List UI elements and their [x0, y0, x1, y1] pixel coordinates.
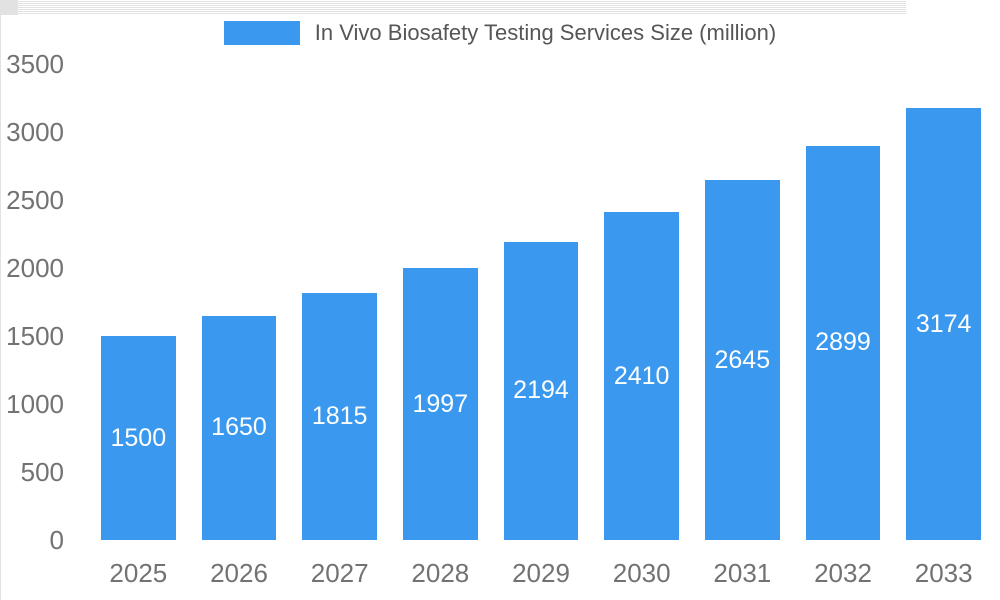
bar: 2899: [805, 145, 881, 540]
y-tick-label: 3000: [6, 117, 64, 147]
bar-value-label: 2194: [513, 376, 569, 405]
legend-label: In Vivo Biosafety Testing Services Size …: [314, 20, 777, 45]
y-tick: [0, 0, 18, 1]
y-tick-label: 2500: [6, 185, 64, 215]
x-tick-label: 2027: [310, 558, 369, 588]
y-tick-label: 3500: [6, 49, 64, 79]
x-tick-label: 2033: [914, 558, 973, 588]
x-tick-label: 2025: [109, 558, 168, 588]
y-tick: [0, 8, 18, 9]
x-gridline: [0, 29, 1, 505]
bar-value-label: 1500: [110, 423, 167, 452]
bar: 1815: [302, 293, 377, 540]
bar-value-label: 3174: [915, 309, 972, 338]
bar-value-label: 2899: [815, 328, 871, 357]
y-gridline: [0, 3, 906, 4]
bar: 2645: [705, 180, 780, 540]
bar-value-label: 1650: [211, 413, 267, 442]
y-tick: [0, 10, 18, 11]
legend: In Vivo Biosafety Testing Services Size …: [0, 19, 1000, 47]
bar-value-label: 1997: [412, 389, 469, 418]
y-tick-label: 1000: [6, 389, 64, 419]
y-gridline: [0, 5, 906, 6]
y-tick-label: 2000: [6, 253, 64, 283]
x-tick-label: 2030: [612, 558, 671, 588]
y-tick: [0, 2, 18, 3]
y-tick-label: 500: [20, 457, 64, 487]
bar: 2194: [503, 241, 579, 540]
y-tick: [0, 6, 18, 7]
y-tick: [0, 4, 18, 5]
x-tick-label: 2029: [512, 558, 570, 588]
y-gridline: [0, 1, 906, 2]
legend-swatch: [223, 21, 300, 45]
y-gridline: [0, 7, 906, 8]
y-tick-label: 1500: [6, 321, 64, 351]
bar: 2410: [604, 212, 679, 540]
bar: 1500: [101, 336, 176, 540]
x-gridline: [0, 519, 1, 600]
x-tick-label: 2031: [713, 558, 772, 588]
bar: 1997: [403, 268, 478, 540]
y-gridline: [0, 11, 906, 12]
y-tick: [0, 12, 18, 13]
y-gridline: [0, 9, 906, 10]
bar-value-label: 2645: [714, 345, 771, 374]
bar-value-label: 2410: [613, 361, 670, 390]
bar-value-label: 1815: [311, 402, 368, 431]
x-tick-label: 2026: [210, 558, 268, 588]
bar: 3174: [906, 108, 981, 540]
x-tick-label: 2028: [411, 558, 470, 588]
x-tick: [0, 15, 1, 29]
x-tick: [0, 505, 1, 519]
x-tick-label: 2032: [814, 558, 872, 588]
bar: 1650: [201, 315, 277, 540]
y-tick: [0, 14, 18, 15]
y-gridline: [0, 13, 906, 14]
y-tick-label: 0: [49, 525, 64, 555]
